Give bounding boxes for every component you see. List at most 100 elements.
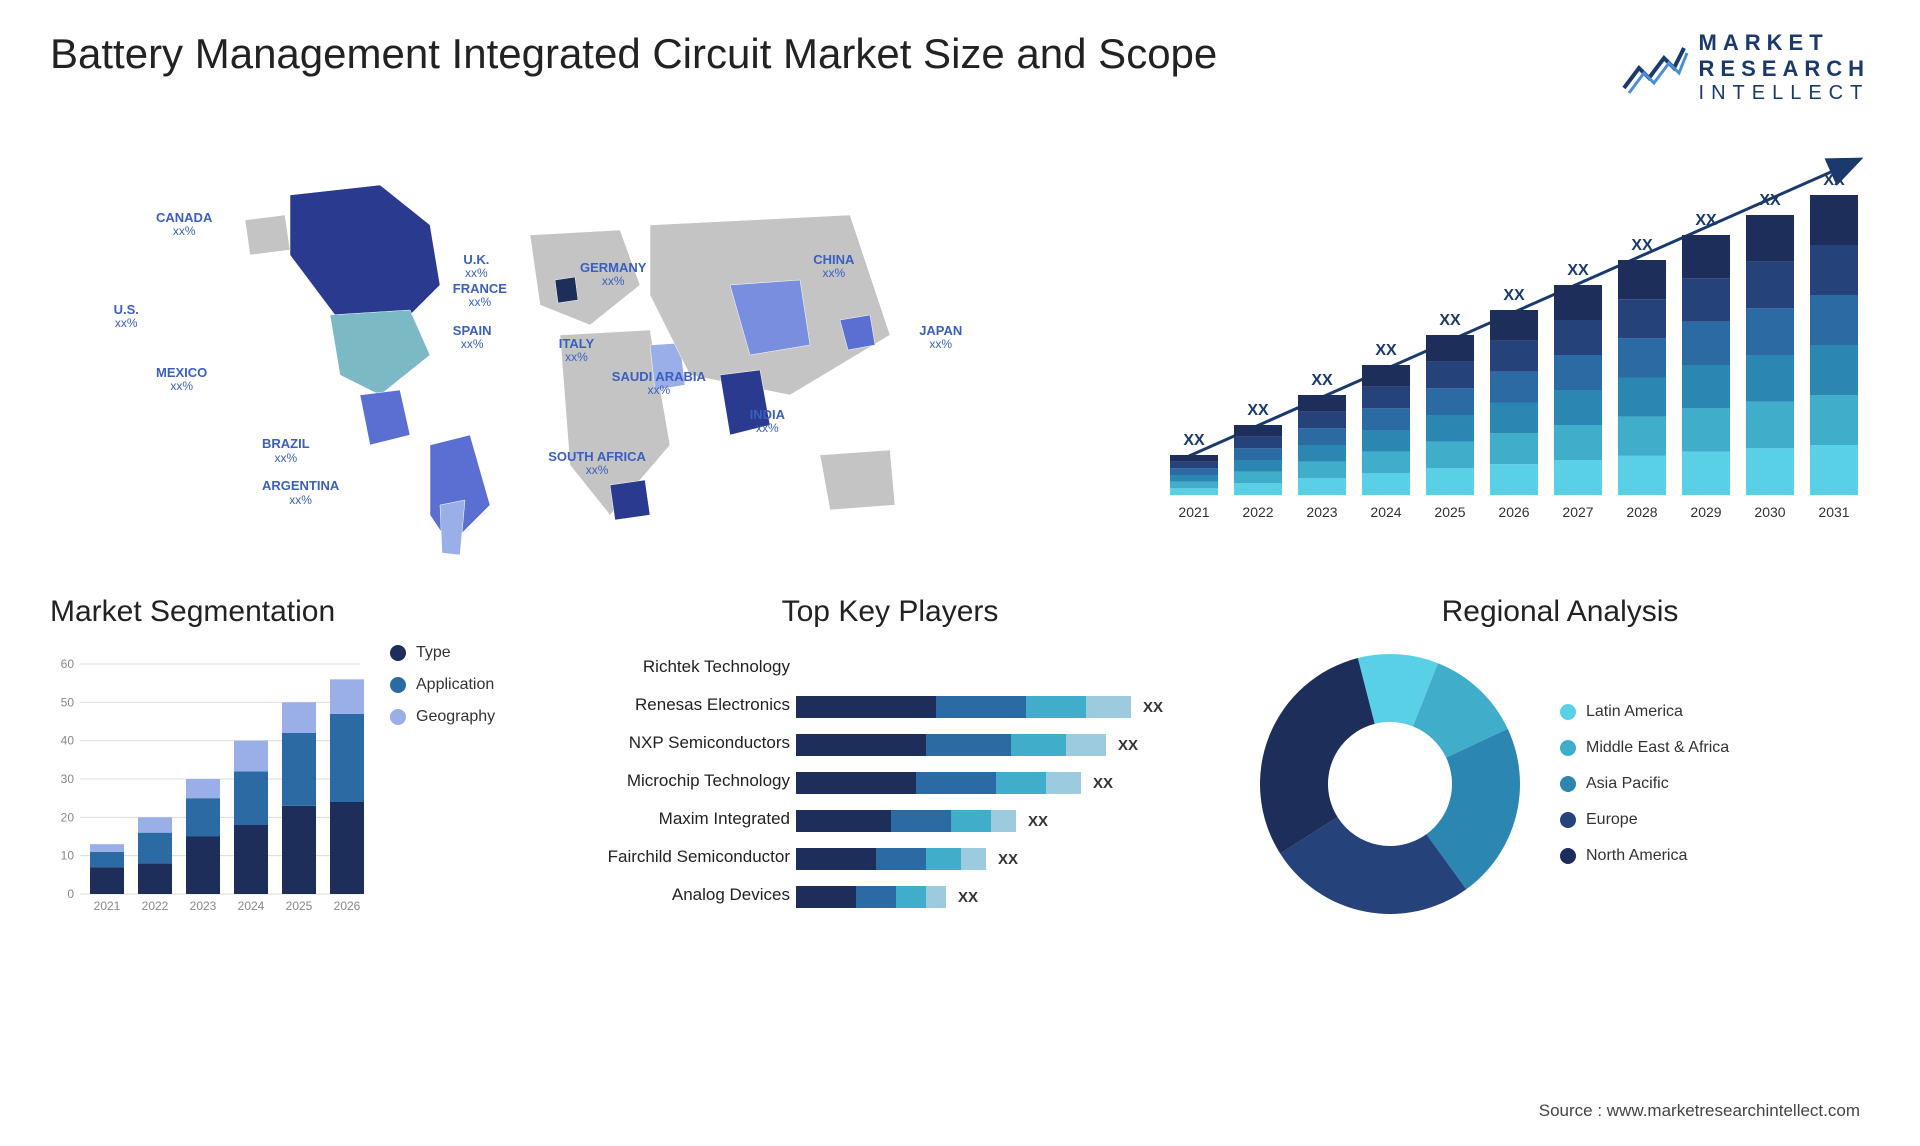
page-title: Battery Management Integrated Circuit Ma… <box>50 30 1217 78</box>
svg-text:2023: 2023 <box>1306 504 1337 520</box>
legend-item-middle-east---africa: Middle East & Africa <box>1560 739 1729 757</box>
legend-label: Geography <box>416 708 495 726</box>
svg-text:XX: XX <box>1631 237 1653 254</box>
svg-text:XX: XX <box>1439 312 1461 329</box>
svg-text:Analog Devices: Analog Devices <box>672 885 790 904</box>
svg-text:2026: 2026 <box>334 899 361 913</box>
svg-text:2023: 2023 <box>190 899 217 913</box>
legend-label: North America <box>1586 847 1687 865</box>
world-map-panel: CANADAxx% U.S.xx% MEXICOxx% BRAZILxx% ARGENT… <box>50 135 1110 555</box>
svg-text:2024: 2024 <box>1370 504 1401 520</box>
logo-mark-icon <box>1619 38 1689 98</box>
svg-text:XX: XX <box>1183 432 1205 449</box>
svg-text:XX: XX <box>1118 737 1138 754</box>
legend-label: Asia Pacific <box>1586 775 1669 793</box>
map-label-germany: GERMANYxx% <box>580 261 646 288</box>
svg-text:2022: 2022 <box>142 899 169 913</box>
svg-text:Richtek Technology: Richtek Technology <box>643 657 791 676</box>
legend-item-asia-pacific: Asia Pacific <box>1560 775 1729 793</box>
legend-dot-icon <box>390 645 406 661</box>
svg-text:2027: 2027 <box>1562 504 1593 520</box>
legend-label: Europe <box>1586 811 1638 829</box>
map-label-uk: U.K.xx% <box>463 253 489 280</box>
regional-legend: Latin America Middle East & Africa Asia Pa… <box>1560 703 1729 865</box>
map-label-saudiarabia: SAUDI ARABIAxx% <box>612 370 706 397</box>
svg-text:Maxim Integrated: Maxim Integrated <box>659 809 790 828</box>
legend-dot-icon <box>1560 812 1576 828</box>
legend-label: Type <box>416 644 451 662</box>
main-bar-chart-panel: 2021 XX 2022 XX 2023 XX 2024 XX 2025 XX 2026 XX 2027… <box>1150 135 1870 555</box>
map-label-italy: ITALYxx% <box>559 337 594 364</box>
svg-text:XX: XX <box>1028 813 1048 830</box>
map-label-canada: CANADAxx% <box>156 211 212 238</box>
regional-panel: Regional Analysis Latin America Middle Ea… <box>1250 595 1870 945</box>
brand-logo: MARKET RESEARCH INTELLECT <box>1619 30 1870 105</box>
regional-title: Regional Analysis <box>1250 595 1870 629</box>
svg-text:XX: XX <box>958 889 978 906</box>
svg-text:50: 50 <box>61 695 75 709</box>
main-bar-chart: 2021 XX 2022 XX 2023 XX 2024 XX 2025 XX 2026 XX 2027… <box>1150 135 1870 555</box>
logo-line3: INTELLECT <box>1699 82 1870 105</box>
map-label-china: CHINAxx% <box>813 253 854 280</box>
svg-text:XX: XX <box>1311 372 1333 389</box>
svg-text:40: 40 <box>61 734 75 748</box>
svg-text:10: 10 <box>61 849 75 863</box>
key-players-title: Top Key Players <box>580 595 1200 629</box>
svg-text:Microchip Technology: Microchip Technology <box>627 771 791 790</box>
svg-text:2025: 2025 <box>1434 504 1465 520</box>
map-label-argentina: ARGENTINAxx% <box>262 479 339 506</box>
map-label-brazil: BRAZILxx% <box>262 437 310 464</box>
svg-text:2022: 2022 <box>1242 504 1273 520</box>
source-label: Source : www.marketresearchintellect.com <box>1539 1101 1860 1121</box>
legend-item-north-america: North America <box>1560 847 1729 865</box>
logo-line2: RESEARCH <box>1699 56 1870 82</box>
legend-item-application: Application <box>390 676 495 694</box>
svg-text:0: 0 <box>67 887 74 901</box>
legend-dot-icon <box>390 677 406 693</box>
svg-text:2029: 2029 <box>1690 504 1721 520</box>
svg-text:XX: XX <box>998 851 1018 868</box>
svg-text:XX: XX <box>1247 402 1269 419</box>
key-players-chart: Richtek TechnologyRenesas ElectronicsXXN… <box>580 644 1200 934</box>
map-label-france: FRANCExx% <box>453 282 507 309</box>
map-label-spain: SPAINxx% <box>453 324 492 351</box>
svg-text:XX: XX <box>1503 287 1525 304</box>
legend-item-type: Type <box>390 644 495 662</box>
regional-donut-chart <box>1250 644 1530 924</box>
legend-dot-icon <box>1560 740 1576 756</box>
legend-item-geography: Geography <box>390 708 495 726</box>
svg-text:XX: XX <box>1695 212 1717 229</box>
legend-item-europe: Europe <box>1560 811 1729 829</box>
legend-dot-icon <box>1560 704 1576 720</box>
svg-text:XX: XX <box>1375 342 1397 359</box>
svg-text:2030: 2030 <box>1754 504 1785 520</box>
svg-text:2031: 2031 <box>1818 504 1849 520</box>
svg-text:60: 60 <box>61 657 75 671</box>
key-players-panel: Top Key Players Richtek Technology Renesa… <box>580 595 1200 945</box>
svg-text:Fairchild Semiconductor: Fairchild Semiconductor <box>608 847 791 866</box>
legend-item-latin-america: Latin America <box>1560 703 1729 721</box>
svg-text:XX: XX <box>1143 699 1163 716</box>
svg-text:Renesas Electronics: Renesas Electronics <box>635 695 790 714</box>
svg-text:XX: XX <box>1759 192 1781 209</box>
svg-text:XX: XX <box>1567 262 1589 279</box>
segmentation-chart: 0102030405060202120222023202420252026 <box>50 644 370 924</box>
map-label-us: U.S.xx% <box>114 303 139 330</box>
svg-text:2025: 2025 <box>286 899 313 913</box>
map-label-japan: JAPANxx% <box>919 324 962 351</box>
legend-dot-icon <box>1560 848 1576 864</box>
svg-text:30: 30 <box>61 772 75 786</box>
svg-text:2021: 2021 <box>1178 504 1209 520</box>
legend-label: Application <box>416 676 494 694</box>
segmentation-panel: Market Segmentation 01020304050602021202… <box>50 595 530 945</box>
map-label-southafrica: SOUTH AFRICAxx% <box>548 450 646 477</box>
svg-text:XX: XX <box>1823 172 1845 189</box>
segmentation-title: Market Segmentation <box>50 595 530 629</box>
segmentation-legend: Type Application Geography <box>390 644 495 924</box>
legend-dot-icon <box>1560 776 1576 792</box>
map-label-mexico: MEXICOxx% <box>156 366 207 393</box>
svg-text:XX: XX <box>1093 775 1113 792</box>
legend-label: Middle East & Africa <box>1586 739 1729 757</box>
svg-text:2024: 2024 <box>238 899 265 913</box>
svg-text:2026: 2026 <box>1498 504 1529 520</box>
